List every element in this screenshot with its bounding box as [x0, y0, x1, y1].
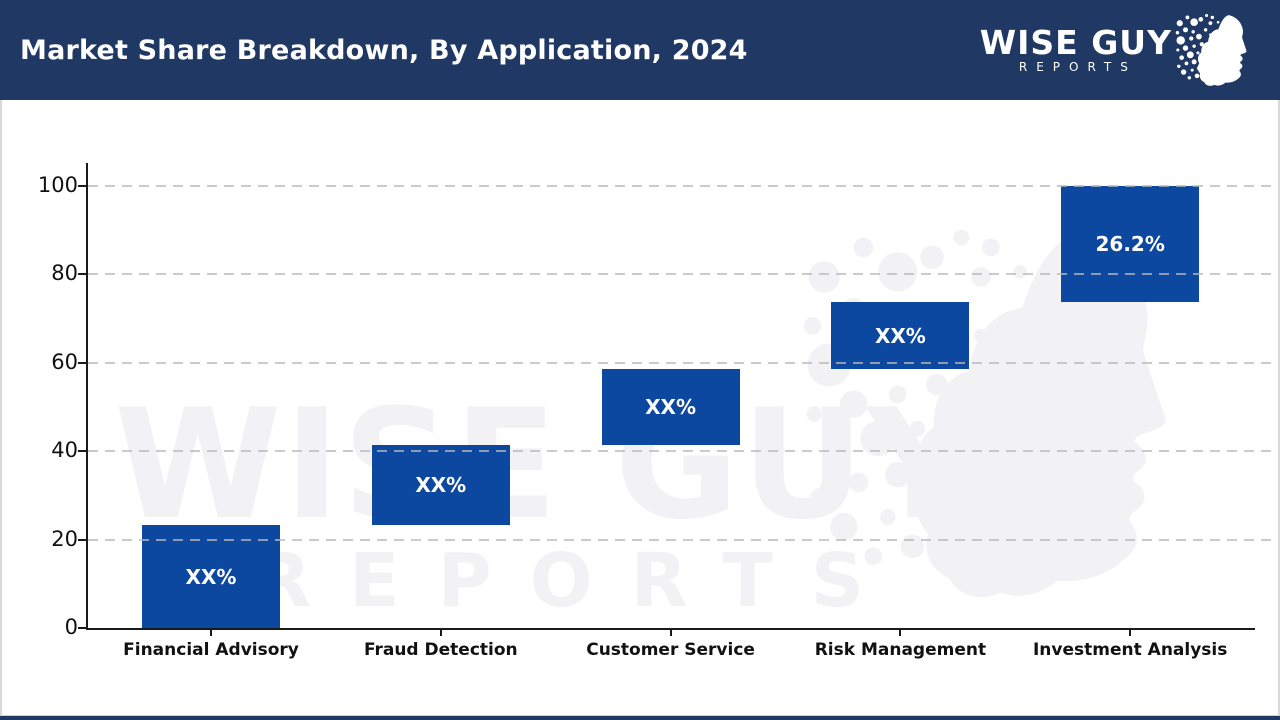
y-tick-mark	[78, 450, 86, 453]
watermark-face-icon	[803, 229, 1166, 598]
watermark-reports-text: REPORTS	[254, 538, 903, 624]
x-category-label: Customer Service	[586, 640, 755, 660]
y-axis-line	[86, 163, 88, 630]
y-tick-label: 80	[51, 261, 78, 286]
y-tick-label: 40	[51, 438, 78, 463]
gridline	[88, 361, 1274, 364]
x-tick-mark	[210, 628, 212, 636]
bar-value-label: XX%	[645, 394, 697, 419]
y-tick-mark	[78, 273, 86, 276]
y-tick-mark	[78, 627, 86, 629]
y-tick-label: 100	[37, 173, 78, 197]
bar-segment: XX%	[371, 444, 510, 526]
y-tick-mark	[78, 538, 86, 541]
header: Market Share Breakdown, By Application, …	[0, 0, 1280, 100]
x-category-label: Risk Management	[814, 640, 987, 660]
y-tick-label: 60	[51, 349, 78, 374]
bar-value-label: XX%	[185, 564, 237, 589]
gridline	[88, 538, 1274, 541]
brand-subtitle: REPORTS	[1018, 60, 1137, 74]
bar-value-label: XX%	[874, 323, 926, 348]
brand-logo: WISE GUY REPORTS	[980, 11, 1266, 89]
gridline	[88, 273, 1274, 276]
bar-segment: XX%	[142, 525, 280, 628]
x-tick-mark	[1129, 628, 1132, 636]
y-tick-label: 0	[64, 615, 78, 639]
x-category-label: Fraud Detection	[363, 640, 518, 660]
brand-face-icon	[1175, 13, 1247, 86]
x-tick-mark	[899, 628, 902, 636]
y-tick-mark	[78, 185, 86, 187]
bar-value-label: 26.2%	[1095, 231, 1165, 256]
footer-divider	[0, 715, 1280, 716]
gridline	[88, 450, 1274, 453]
bar-segment: XX%	[601, 369, 740, 445]
x-tick-mark	[439, 628, 442, 636]
y-tick-mark	[78, 361, 86, 364]
bar-segment: XX%	[831, 301, 970, 370]
gridline	[88, 185, 1274, 187]
x-category-label: Investment Analysis	[1032, 640, 1228, 660]
x-tick-mark	[669, 628, 672, 636]
brand-logo-text: WISE GUY REPORTS	[979, 23, 1172, 75]
page-title: Market Share Breakdown, By Application, …	[20, 34, 748, 66]
y-tick-label: 20	[51, 526, 78, 551]
bar-segment: 26.2%	[1061, 186, 1200, 302]
footer-bar	[0, 716, 1280, 720]
brand-name: WISE GUY	[979, 23, 1172, 62]
bar-value-label: XX%	[415, 473, 467, 497]
x-category-label: Financial Advisory	[123, 640, 299, 660]
